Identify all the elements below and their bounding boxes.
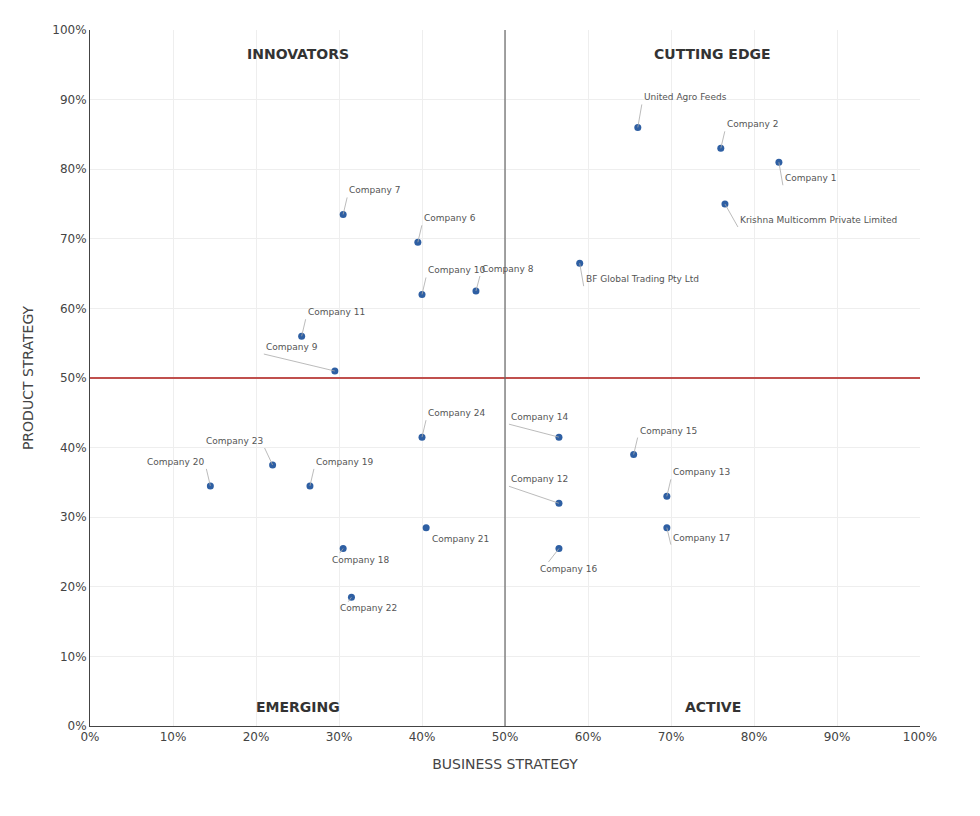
svg-text:40%: 40% (409, 730, 436, 744)
svg-text:90%: 90% (60, 93, 87, 107)
svg-text:United Agro Feeds: United Agro Feeds (644, 92, 727, 102)
svg-text:Company 12: Company 12 (511, 474, 568, 484)
svg-text:Company 19: Company 19 (316, 457, 373, 467)
svg-text:Krishna Multicomm Private Limi: Krishna Multicomm Private Limited (740, 215, 897, 225)
svg-text:Company 23: Company 23 (206, 436, 263, 446)
svg-text:Company 8: Company 8 (482, 264, 534, 274)
svg-text:Company 2: Company 2 (727, 119, 778, 129)
svg-text:ACTIVE: ACTIVE (685, 699, 741, 715)
svg-text:Company 6: Company 6 (424, 213, 476, 223)
svg-text:100%: 100% (52, 23, 86, 37)
svg-text:20%: 20% (243, 730, 270, 744)
svg-text:Company 1: Company 1 (785, 173, 836, 183)
svg-text:Company 11: Company 11 (308, 307, 365, 317)
svg-text:Company 20: Company 20 (147, 457, 204, 467)
svg-text:70%: 70% (658, 730, 685, 744)
svg-text:0%: 0% (68, 719, 87, 733)
svg-text:Company 13: Company 13 (673, 467, 730, 477)
svg-text:Company 17: Company 17 (673, 533, 730, 543)
svg-text:BUSINESS STRATEGY: BUSINESS STRATEGY (432, 756, 578, 772)
svg-text:EMERGING: EMERGING (256, 699, 340, 715)
svg-text:Company 14: Company 14 (511, 412, 568, 422)
svg-text:30%: 30% (60, 510, 87, 524)
svg-text:10%: 10% (160, 730, 187, 744)
svg-text:30%: 30% (326, 730, 353, 744)
svg-text:Company 10: Company 10 (428, 265, 485, 275)
svg-text:0%: 0% (80, 730, 99, 744)
svg-text:Company 22: Company 22 (340, 603, 397, 613)
svg-text:50%: 50% (60, 371, 87, 385)
svg-text:20%: 20% (60, 580, 87, 594)
svg-text:60%: 60% (60, 302, 87, 316)
svg-text:Company 7: Company 7 (349, 185, 400, 195)
svg-text:10%: 10% (60, 650, 87, 664)
svg-text:60%: 60% (575, 730, 602, 744)
svg-text:Company 21: Company 21 (432, 534, 489, 544)
svg-text:Company 18: Company 18 (332, 555, 389, 565)
svg-text:40%: 40% (60, 441, 87, 455)
svg-text:PRODUCT STRATEGY: PRODUCT STRATEGY (20, 305, 36, 450)
svg-text:Company 9: Company 9 (266, 342, 318, 352)
svg-text:70%: 70% (60, 232, 87, 246)
svg-text:50%: 50% (492, 730, 519, 744)
svg-text:90%: 90% (824, 730, 851, 744)
svg-text:Company 24: Company 24 (428, 408, 485, 418)
svg-text:80%: 80% (741, 730, 768, 744)
svg-text:CUTTING EDGE: CUTTING EDGE (654, 46, 771, 62)
svg-text:INNOVATORS: INNOVATORS (247, 46, 349, 62)
svg-text:BF Global Trading Pty Ltd: BF Global Trading Pty Ltd (586, 274, 699, 284)
svg-text:Company 16: Company 16 (540, 564, 597, 574)
svg-text:Company 15: Company 15 (640, 426, 697, 436)
svg-text:100%: 100% (903, 730, 937, 744)
svg-text:80%: 80% (60, 162, 87, 176)
